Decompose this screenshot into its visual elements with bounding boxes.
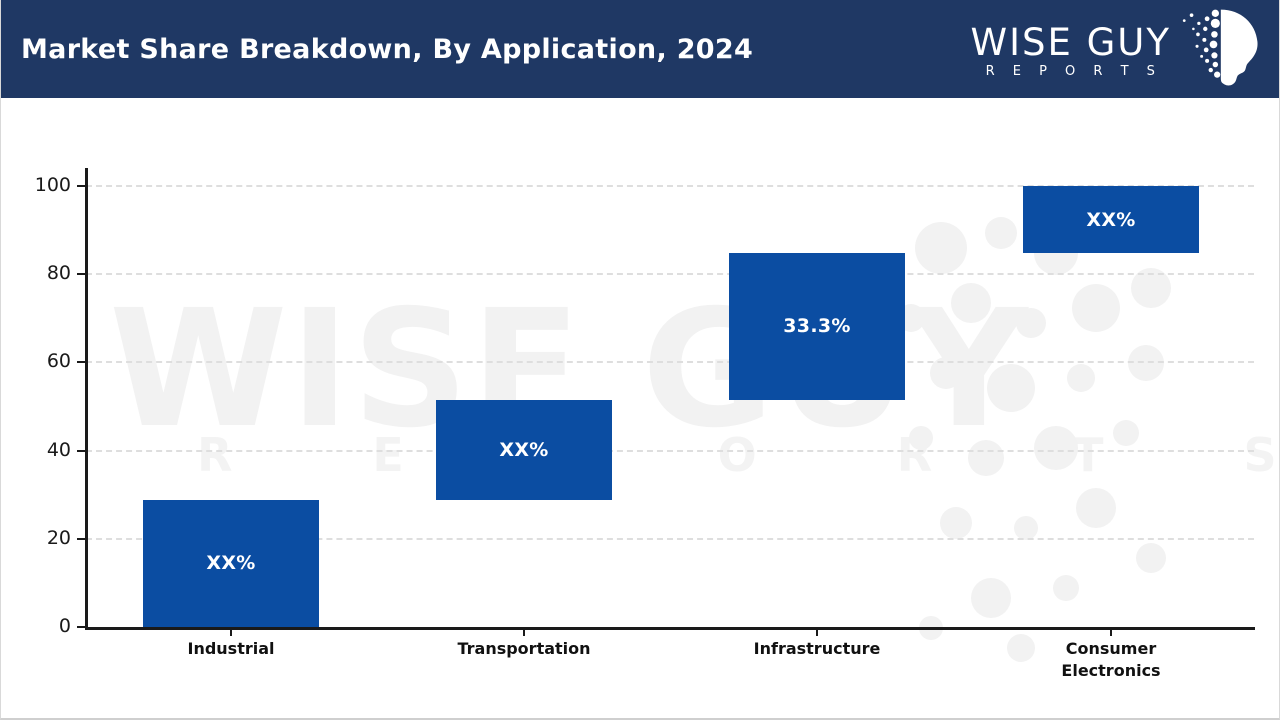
x-axis-tick: [1110, 629, 1112, 636]
y-axis-line: [85, 168, 88, 629]
gridline: [86, 449, 1254, 452]
y-axis-tick: [77, 449, 85, 452]
y-axis-tick: [77, 273, 85, 276]
bar-value-label: XX%: [206, 552, 256, 575]
bar-value-label: 33.3%: [783, 315, 851, 338]
gridline: [86, 185, 1254, 187]
y-axis-tick-label: 100: [34, 174, 71, 196]
y-axis-tick: [77, 185, 85, 187]
y-axis-tick-label: 80: [46, 262, 71, 285]
y-axis-tick: [77, 361, 85, 364]
y-axis-tick-label: 0: [58, 615, 71, 637]
x-axis-line: [85, 627, 1255, 630]
bar-segment: XX%: [1023, 186, 1199, 254]
category-label: Infrastructure: [753, 639, 881, 658]
gridline: [86, 273, 1254, 276]
category-label: Transportation: [457, 639, 591, 658]
logo-text: WISE GUY R E P O R T S: [971, 24, 1171, 79]
wise-guy-reports-logo: WISE GUY R E P O R T S: [971, 6, 1265, 92]
x-axis-tick: [523, 629, 525, 636]
watermark-subtext: R E P O R T S: [197, 428, 1280, 482]
y-axis-tick-label: 40: [46, 438, 71, 461]
dotted-face-icon: [1182, 9, 1258, 86]
bar-segment: XX%: [436, 399, 612, 500]
category-label: Industrial: [187, 639, 275, 658]
bar-segment: 33.3%: [729, 253, 905, 400]
chart-area: WISE GUY R E P O R T S 0 20 40 60 80 100 XX% In…: [1, 98, 1279, 718]
y-axis-tick-label: 60: [46, 350, 71, 373]
page-title: Market Share Breakdown, By Application, …: [21, 33, 754, 65]
logo-tagline: R E P O R T S: [985, 63, 1162, 79]
y-axis-tick-label: 20: [46, 526, 71, 549]
header: Market Share Breakdown, By Application, …: [1, 0, 1279, 98]
bar-value-label: XX%: [499, 438, 549, 461]
x-axis-tick: [816, 629, 818, 636]
bar-value-label: XX%: [1086, 208, 1136, 231]
logo-brand-name: WISE GUY: [970, 20, 1171, 64]
gridline: [86, 361, 1254, 364]
category-label: Consumer Electronics: [1061, 639, 1161, 680]
y-axis-tick: [77, 537, 85, 540]
x-axis-tick: [230, 629, 232, 636]
bar-segment: XX%: [143, 499, 319, 627]
gridline: [86, 537, 1254, 540]
y-axis-tick: [77, 626, 85, 628]
